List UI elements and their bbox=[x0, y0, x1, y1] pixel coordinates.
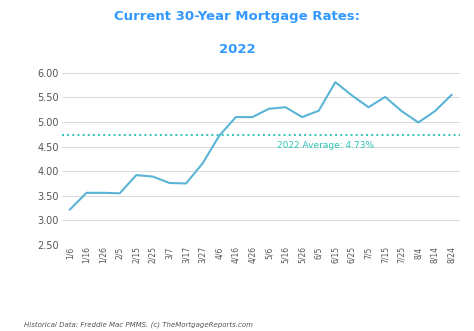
Text: 2022: 2022 bbox=[219, 43, 255, 56]
Text: Historical Data: Freddie Mac PMMS. (c) TheMortgageReports.com: Historical Data: Freddie Mac PMMS. (c) T… bbox=[24, 321, 253, 328]
Text: 2022 Average: 4.73%: 2022 Average: 4.73% bbox=[277, 141, 374, 150]
Text: Current 30-Year Mortgage Rates:: Current 30-Year Mortgage Rates: bbox=[114, 10, 360, 23]
